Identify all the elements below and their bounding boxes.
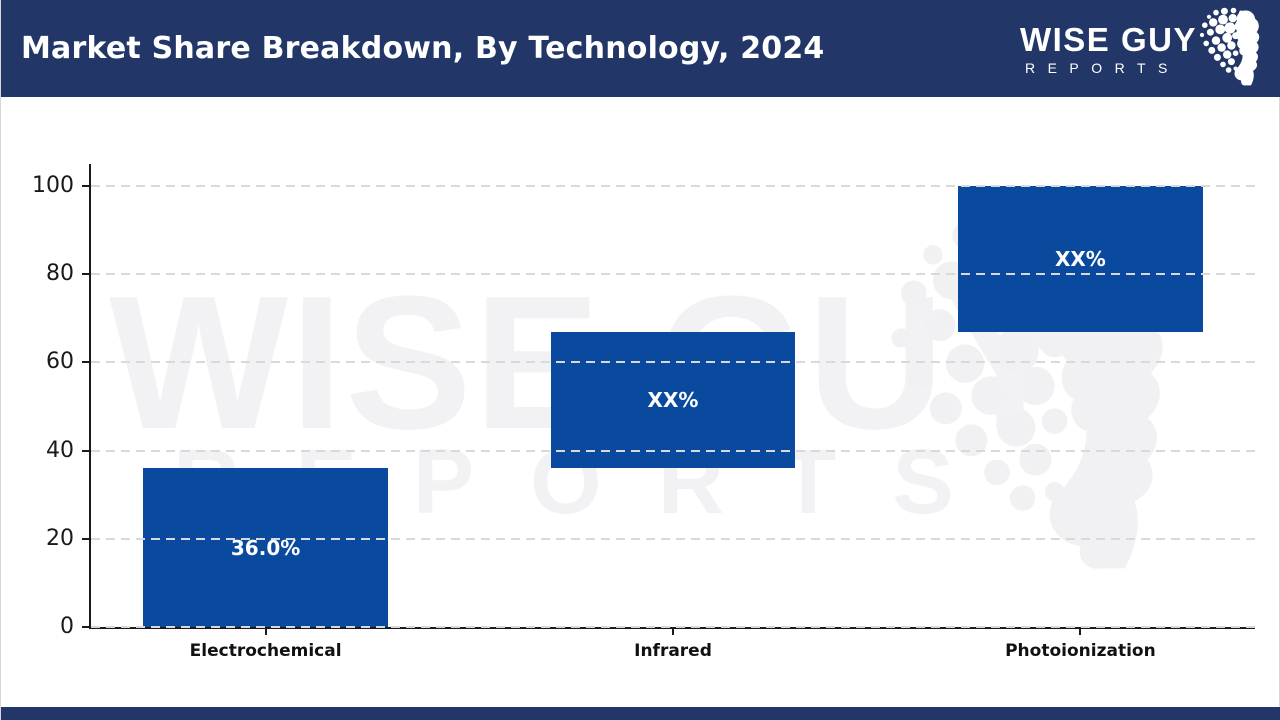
brand-face-icon (1193, 7, 1267, 91)
x-axis-tick (672, 627, 674, 635)
y-axis-tick (82, 537, 91, 540)
bar-value-label: XX% (647, 387, 699, 412)
y-axis-tick (82, 361, 91, 364)
gridline (91, 361, 1255, 364)
gridline (91, 537, 1255, 540)
bar-photoionization: XX% (958, 186, 1203, 332)
x-axis-category-label: Infrared (634, 641, 712, 661)
y-axis-tick (82, 626, 91, 628)
page-title: Market Share Breakdown, By Technology, 2… (21, 31, 825, 66)
footer-bar (1, 707, 1280, 720)
y-axis-tick-label: 40 (46, 437, 74, 463)
y-axis-tick-label: 60 (46, 349, 74, 375)
y-axis-tick-label: 80 (46, 261, 74, 287)
plot-area: 0 20 40 60 80 100 36.0% Electrochemical XX% Infra… (32, 164, 1255, 661)
x-axis-tick (1079, 627, 1082, 635)
y-axis-tick-label: 20 (46, 525, 74, 551)
x-axis-category-label: Photoionization (1005, 641, 1156, 661)
gridline (91, 273, 1255, 276)
y-axis-tick (82, 449, 91, 452)
brand-name: WISE GUY (1019, 20, 1197, 58)
x-axis-category-label: Electrochemical (189, 641, 342, 661)
y-axis-tick-label: 100 (32, 173, 74, 199)
gridline (91, 449, 1255, 452)
brand-subname: REPORTS (1024, 59, 1180, 76)
x-axis-tick (264, 627, 267, 635)
bar-infrared: XX% (550, 331, 796, 469)
brand-logo: WISE GUY REPORTS (1020, 7, 1267, 91)
header-bar: Market Share Breakdown, By Technology, 2… (1, 0, 1280, 97)
y-axis-tick-label: 0 (60, 614, 74, 639)
y-axis-tick (82, 273, 91, 276)
gridline (91, 185, 1255, 188)
brand-logo-text: WISE GUY REPORTS (1020, 23, 1197, 75)
bar-value-label: XX% (1054, 246, 1106, 271)
y-axis-tick (82, 185, 91, 188)
bar-electrochemical: 36.0% (143, 468, 388, 627)
